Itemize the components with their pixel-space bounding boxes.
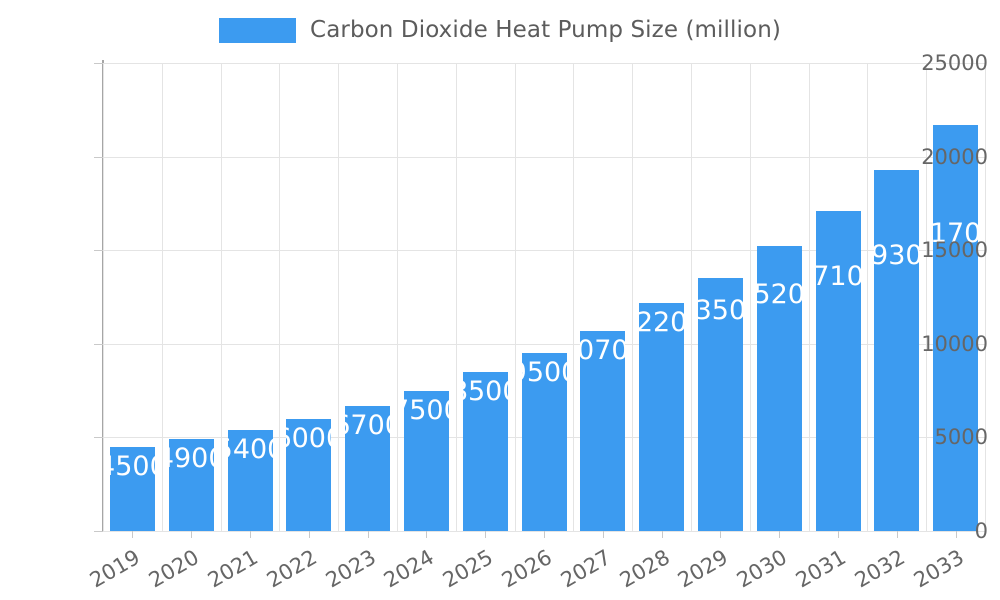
bar-2021[interactable]: 5400 [227,429,273,531]
bar-2029[interactable]: 13500 [697,278,743,531]
x-axis-tick-label: 2031 [791,545,850,593]
y-axis-tick-label: 20000 [921,144,988,169]
gridline-horizontal [103,250,985,252]
plot-area: 4500 4900 5400 6000 6700 7500 8500 9500 10700 122… [103,63,986,532]
y-axis-tick-label: 15000 [921,238,988,263]
x-axis-tick-mark [368,531,369,538]
x-axis-tick-mark [426,531,427,538]
bar-2022[interactable]: 6000 [286,418,332,531]
bar-2031[interactable]: 17100 [815,210,861,531]
bar-rect[interactable] [403,390,449,531]
bar-2027[interactable]: 10700 [580,330,626,531]
x-axis-tick-mark [720,531,721,538]
gridline-vertical [397,63,398,531]
x-axis-tick-label: 2024 [380,545,439,593]
y-axis-tick-mark [94,63,103,64]
bar-2020[interactable]: 4900 [168,439,214,531]
bar-2028[interactable]: 12200 [639,302,685,531]
x-axis-tick-label: 2027 [556,545,615,593]
bar-2025[interactable]: 8500 [462,371,508,531]
gridline-horizontal [103,156,985,158]
gridline-vertical [103,63,104,531]
x-axis-tick-label: 2020 [144,545,204,593]
gridline-horizontal [103,343,985,345]
x-axis-tick-mark [132,531,133,538]
bar-rect[interactable] [521,353,567,531]
gridline-vertical [985,63,986,531]
legend-color-swatch [219,17,297,43]
y-axis-tick-mark [94,156,103,158]
gridline-vertical [750,63,751,531]
bar-2026[interactable]: 9500 [521,353,567,531]
y-axis-tick-label: 0 [974,519,988,543]
gridline-vertical [809,63,810,531]
bar-2033[interactable]: 21700 [933,124,979,531]
bar-rect[interactable] [580,330,626,531]
y-axis-tick-label: 5000 [934,425,988,450]
x-axis-tick-label: 2029 [674,545,733,593]
x-axis-tick-label: 2030 [732,545,792,593]
bar-rect[interactable] [874,169,920,531]
gridline-vertical [632,63,633,531]
x-axis-tick-label: 2021 [203,545,262,593]
x-axis-tick-mark [250,531,251,538]
x-axis-tick-mark [544,531,545,538]
bar-2019[interactable]: 4500 [109,446,155,531]
y-axis-tick-mark [94,343,103,345]
x-axis-tick-label: 2022 [262,545,321,593]
y-axis-tick-mark [94,250,103,252]
bar-rect[interactable] [756,246,802,531]
x-axis-tick-mark [897,531,898,538]
gridline-vertical [515,63,516,531]
x-axis-tick-label: 2025 [438,545,498,593]
y-axis-tick-mark [94,437,103,439]
bar-rect[interactable] [227,429,273,531]
gridline-vertical [926,63,927,531]
x-axis-tick-mark [309,531,310,538]
bar-rect[interactable] [933,124,979,531]
bar-rect[interactable] [815,210,861,531]
gridline-vertical [456,63,457,531]
y-axis-tick-label: 10000 [921,331,988,356]
gridline-horizontal [103,63,985,64]
bar-rect[interactable] [639,302,685,531]
x-axis-tick-label: 2033 [909,545,968,593]
gridline-vertical [162,63,163,531]
x-axis-tick-mark [779,531,780,538]
gridline-vertical [279,63,280,531]
gridline-vertical [573,63,574,531]
x-axis-tick-label: 2028 [615,545,674,593]
x-axis-tick-mark [662,531,663,538]
x-axis-tick-mark [485,531,486,538]
gridline-vertical [338,63,339,531]
bar-rect[interactable] [109,446,155,531]
x-axis-tick-mark [838,531,839,538]
x-axis-tick-label: 2032 [850,545,909,593]
gridline-vertical [867,63,868,531]
bar-rect[interactable] [462,371,508,531]
x-axis-tick-mark [956,531,957,538]
bar-2024[interactable]: 7500 [403,390,449,531]
x-axis-tick-mark [603,531,604,538]
x-axis-tick-label: 2023 [321,545,380,593]
y-axis-tick-label: 25000 [921,51,988,75]
bar-2023[interactable]: 6700 [345,405,391,531]
x-axis-tick-label: 2026 [497,545,556,593]
legend-label: Carbon Dioxide Heat Pump Size (million) [310,17,781,43]
y-axis-tick-mark [94,531,103,532]
bar-rect[interactable] [286,418,332,531]
x-axis-tick-mark [191,531,192,538]
bar-2030[interactable]: 15200 [756,246,802,531]
gridline-vertical [691,63,692,531]
bar-rect[interactable] [168,439,214,531]
gridline-vertical [221,63,222,531]
bar-rect[interactable] [697,278,743,531]
bar-2032[interactable]: 19300 [874,169,920,531]
x-axis-tick-label: 2019 [86,545,145,593]
chart-legend: Carbon Dioxide Heat Pump Size (million) [0,10,1000,50]
bar-rect[interactable] [345,405,391,531]
